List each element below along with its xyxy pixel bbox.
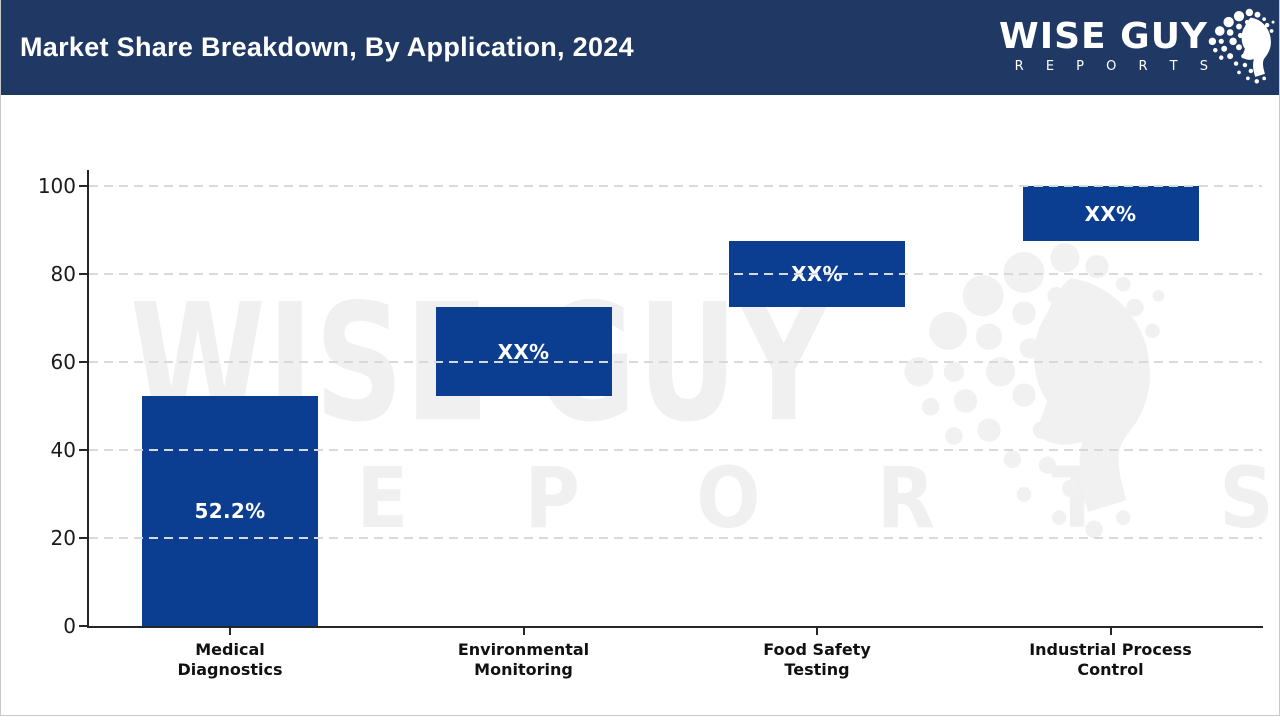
category-label-line: Monitoring — [474, 660, 573, 679]
logo-wordmark: WISE GUY — [998, 16, 1208, 57]
bar-segment: XX% — [1022, 186, 1199, 241]
category-label-line: Testing — [784, 660, 850, 679]
bar-segment: XX% — [435, 307, 612, 397]
y-tick-label: 100 — [37, 174, 76, 198]
logo-face-icon — [1208, 8, 1275, 84]
x-axis-line — [87, 626, 1263, 628]
y-tick-mark — [79, 273, 88, 275]
y-tick-label: 0 — [63, 614, 76, 638]
category-label: Environmental Monitoring — [384, 640, 664, 680]
wiseguy-logo: WISE GUY R E P O R T S — [999, 2, 1276, 93]
gridline-40 — [89, 449, 1262, 451]
gridline-60 — [89, 361, 1262, 363]
category-label-line: Food Safety — [763, 640, 871, 659]
category-label-line: Diagnostics — [177, 660, 283, 679]
y-tick-mark — [79, 537, 88, 539]
bar-segment: 52.2% — [142, 396, 318, 626]
category-label: Food Safety Testing — [677, 640, 957, 680]
y-tick-label: 60 — [50, 350, 76, 374]
y-tick-mark — [79, 449, 88, 451]
y-tick-label: 40 — [50, 438, 76, 462]
category-label-line: Control — [1077, 660, 1144, 679]
x-tick-mark — [1109, 628, 1112, 635]
gridline-100 — [89, 185, 1262, 187]
x-tick-mark — [816, 628, 818, 635]
y-tick-mark — [79, 361, 88, 363]
category-label-line: Environmental — [457, 640, 590, 659]
category-label: Medical Diagnostics — [90, 640, 370, 680]
header-bar: Market Share Breakdown, By Application, … — [0, 0, 1280, 95]
bar-value-label: XX% — [1084, 201, 1137, 226]
category-label-line: Industrial Process — [1029, 640, 1192, 659]
gridline-80 — [89, 273, 1262, 275]
bar-value-label: 52.2% — [194, 499, 266, 524]
x-tick-mark — [522, 628, 525, 635]
y-axis-line — [87, 170, 89, 628]
bar-value-label: XX% — [497, 339, 550, 364]
y-tick-label: 20 — [50, 526, 76, 550]
y-tick-label: 80 — [50, 262, 76, 286]
y-tick-mark — [79, 185, 88, 187]
category-label: Industrial Process Control — [971, 640, 1251, 680]
logo-subtext: R E P O R T S — [1014, 59, 1217, 74]
x-tick-mark — [229, 628, 231, 635]
y-tick-mark — [79, 625, 88, 627]
gridline-20 — [89, 537, 1262, 539]
chart-title: Market Share Breakdown, By Application, … — [20, 32, 634, 62]
category-label-line: Medical — [195, 640, 265, 659]
